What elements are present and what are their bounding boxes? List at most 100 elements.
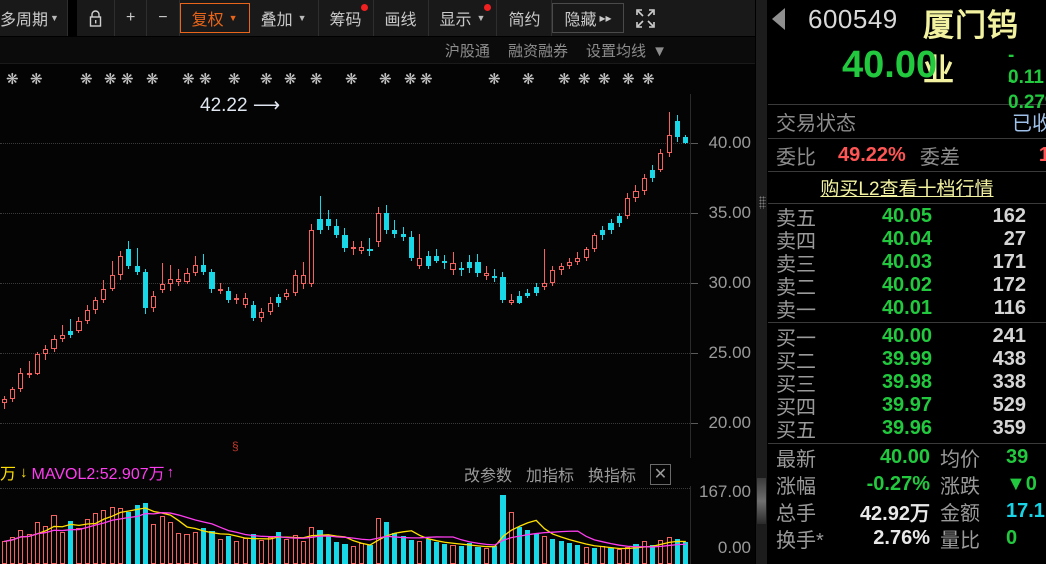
price-axis-label: 40.00 <box>708 133 751 152</box>
zoom-out-button[interactable]: − <box>147 0 180 36</box>
news-marker-icon[interactable]: ❋ <box>488 71 501 88</box>
order-book-row[interactable]: 卖四 40.04 27 <box>768 228 1046 253</box>
switch-indicator-button[interactable]: 换指标 <box>587 468 636 485</box>
candle-body <box>575 257 581 262</box>
period-selector[interactable]: 多周期 ▼ <box>0 0 68 36</box>
news-marker-icon[interactable]: ❋ <box>310 71 323 88</box>
volume-bar <box>201 528 207 564</box>
candle-body <box>525 292 531 296</box>
price-change: - 0.11 <box>1008 45 1044 88</box>
candlestick <box>242 292 248 309</box>
buy-l2-link[interactable]: 购买L2查看十档行情 <box>768 172 1046 204</box>
candle-body <box>184 273 190 282</box>
hide-button[interactable]: 隐藏 ▸▸ <box>552 3 624 33</box>
candlestick <box>425 250 431 269</box>
candle-body <box>309 229 315 285</box>
candle-body <box>334 225 340 236</box>
order-book-row[interactable]: 卖五 40.05 162 <box>768 205 1046 230</box>
lock-button[interactable] <box>77 0 115 36</box>
volume-bar <box>392 532 398 564</box>
volume-bar <box>633 544 639 564</box>
volume-bar <box>126 511 132 564</box>
news-marker-icon[interactable]: ❋ <box>345 71 358 88</box>
fullscreen-button[interactable] <box>624 0 667 36</box>
candlestick <box>392 220 398 239</box>
candle-body <box>292 274 298 293</box>
news-marker-icon[interactable]: ❋ <box>121 71 134 88</box>
candlestick <box>483 266 489 281</box>
news-marker-icon[interactable]: ❋ <box>578 71 591 88</box>
volume-axis-label: 167.00 <box>699 482 751 501</box>
level-price: 39.97 <box>881 394 932 416</box>
overlay-button[interactable]: 叠加 ▼ <box>250 0 319 36</box>
news-marker-icon[interactable]: ❋ <box>146 71 159 88</box>
news-marker-icon[interactable]: ❋ <box>598 71 611 88</box>
news-marker-icon[interactable]: ❋ <box>260 71 273 88</box>
news-marker-icon[interactable]: ❋ <box>182 71 195 88</box>
chips-button[interactable]: 筹码 <box>319 0 374 36</box>
candle-body <box>658 152 664 170</box>
candlestick <box>134 248 140 275</box>
news-marker-icon[interactable]: ❋ <box>522 71 535 88</box>
volume-bar <box>350 545 356 564</box>
news-marker-icon[interactable]: ❋ <box>379 71 392 88</box>
candlestick <box>525 288 531 299</box>
order-book-row[interactable]: 买四 39.97 529 <box>768 394 1046 419</box>
price-axis-label: 25.00 <box>708 343 751 362</box>
candle-body <box>375 212 381 243</box>
add-indicator-button[interactable]: 加指标 <box>525 468 574 485</box>
volume-chart[interactable] <box>0 488 690 564</box>
margin-trading-link[interactable]: 融资融券 <box>507 42 568 60</box>
candlestick-chart[interactable]: 42.22 ⟶ § <box>0 94 690 458</box>
simple-mode-button[interactable]: 简约 <box>497 0 553 36</box>
set-ma-link[interactable]: 设置均线 ▼ <box>586 40 667 61</box>
volume-bar <box>309 526 315 564</box>
order-book-row[interactable]: 买一 40.00 241 <box>768 325 1046 350</box>
display-button[interactable]: 显示 ▼ <box>429 0 498 36</box>
mavol1-label: 万 <box>0 466 17 483</box>
grid-line <box>0 213 690 214</box>
change-params-button[interactable]: 改参数 <box>463 468 512 485</box>
news-marker-icon[interactable]: ❋ <box>284 71 297 88</box>
order-book-row[interactable]: 卖三 40.03 171 <box>768 251 1046 276</box>
scrollbar-thumb[interactable] <box>757 478 766 524</box>
news-marker-icon[interactable]: ❋ <box>80 71 93 88</box>
candle-body <box>234 298 240 301</box>
news-marker-icon[interactable]: ❋ <box>6 71 19 88</box>
candlestick <box>9 386 16 402</box>
candlestick <box>159 263 165 293</box>
news-marker-icon[interactable]: ❋ <box>404 71 417 88</box>
chevron-down-icon: ▼ <box>476 13 486 23</box>
order-book-row[interactable]: 买三 39.98 338 <box>768 371 1046 396</box>
level-qty: 171 <box>992 251 1026 273</box>
volume-bar <box>658 539 664 564</box>
level-label: 卖三 <box>776 254 816 276</box>
candle-body <box>151 295 157 309</box>
zoom-in-button[interactable]: + <box>115 0 148 36</box>
candle-body <box>317 218 323 230</box>
stat-key: 金额 <box>940 503 980 525</box>
news-marker-icon[interactable]: ❋ <box>642 71 655 88</box>
news-marker-icon[interactable]: ❋ <box>622 71 635 88</box>
news-marker-icon[interactable]: ❋ <box>558 71 571 88</box>
hk-connect-link[interactable]: 沪股通 <box>444 42 490 60</box>
back-arrow-icon[interactable] <box>772 8 785 30</box>
order-book-row[interactable]: 卖二 40.02 172 <box>768 274 1046 299</box>
close-icon[interactable]: ✕ <box>650 463 671 485</box>
stat-value: 17.1 <box>1006 500 1045 522</box>
news-marker-icon[interactable]: ❋ <box>30 71 43 88</box>
panel-splitter[interactable] <box>755 0 768 564</box>
candlestick <box>541 249 548 290</box>
order-book-row[interactable]: 卖一 40.01 116 <box>768 297 1046 322</box>
news-marker-icon[interactable]: ❋ <box>104 71 117 88</box>
draw-button[interactable]: 画线 <box>374 0 429 36</box>
arrow-down-icon: ↓ <box>20 463 28 481</box>
candle-body <box>26 372 32 375</box>
candle-body <box>126 249 132 267</box>
fuquan-button[interactable]: 复权 ▼ <box>179 3 250 33</box>
order-book-row[interactable]: 买五 39.96 359 <box>768 417 1046 442</box>
news-marker-icon[interactable]: ❋ <box>420 71 433 88</box>
news-marker-icon[interactable]: ❋ <box>199 71 212 88</box>
order-book-row[interactable]: 买二 39.99 438 <box>768 348 1046 373</box>
news-marker-icon[interactable]: ❋ <box>228 71 241 88</box>
